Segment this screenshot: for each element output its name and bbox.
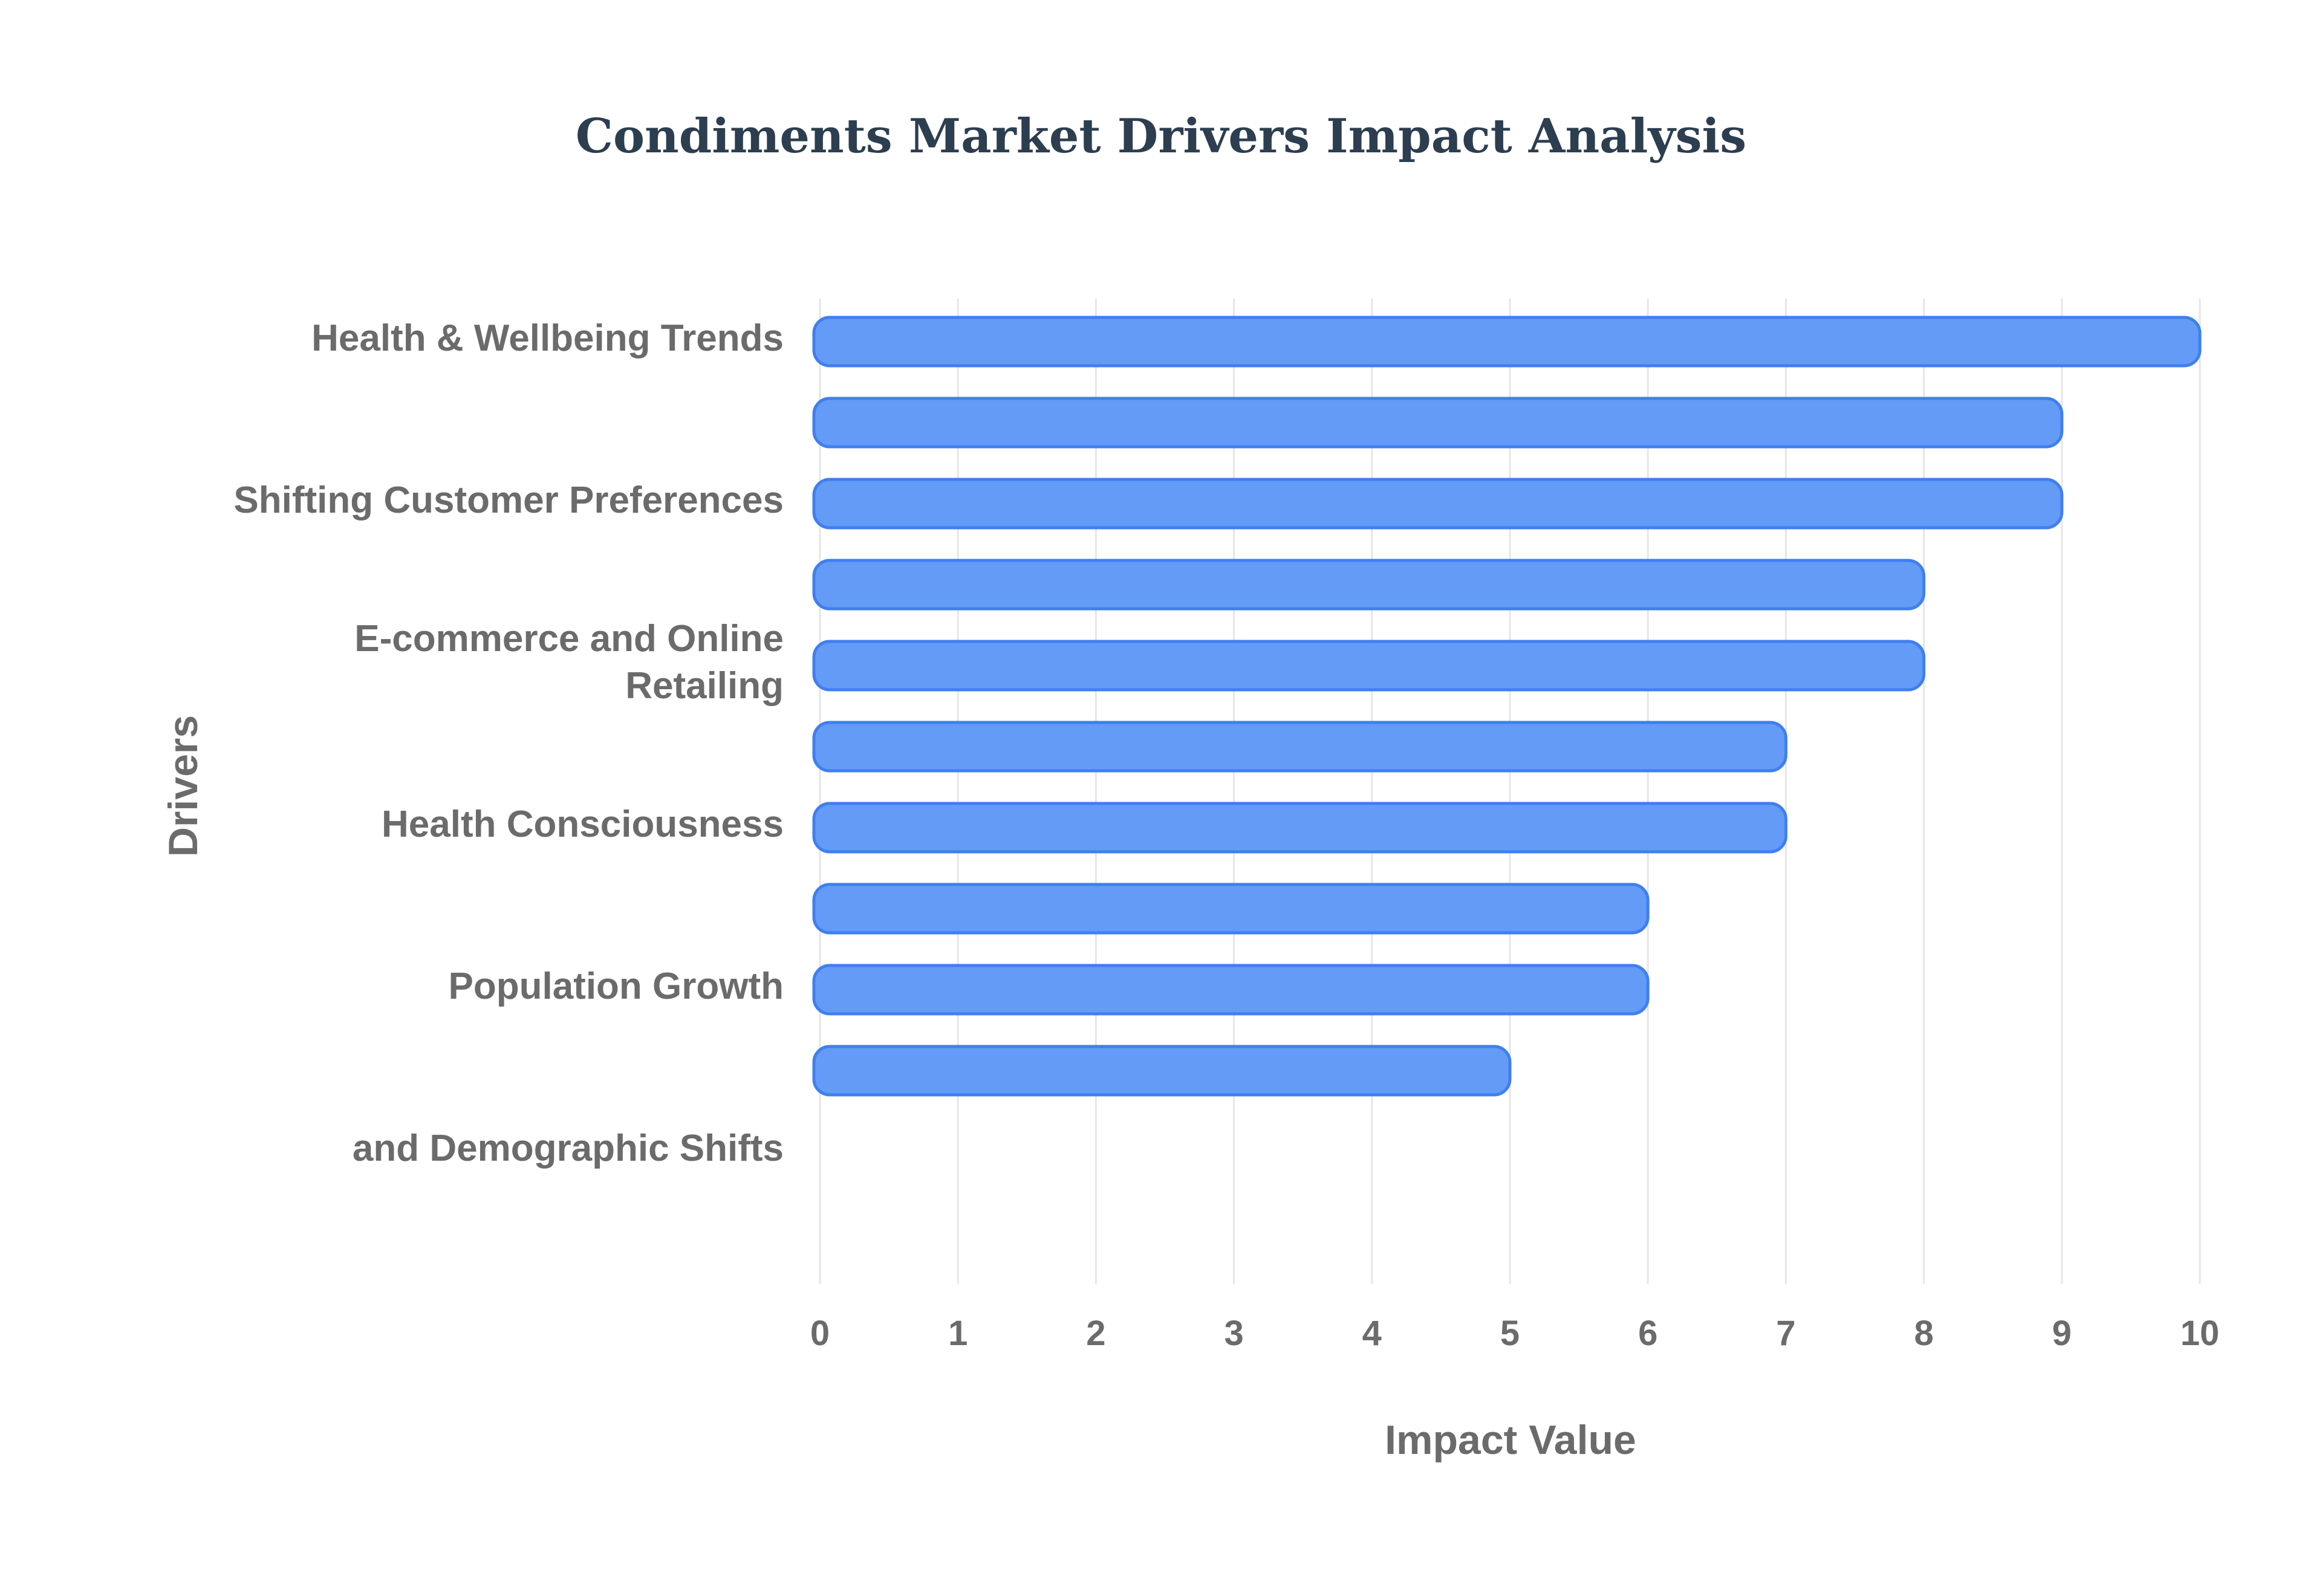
x-tick-label: 1 (948, 1314, 968, 1353)
x-tick-label: 4 (1362, 1314, 1382, 1353)
category-labels: Health & Wellbeing Trends Shifting Custom… (233, 317, 784, 1169)
category-label: and Demographic Shifts (353, 1127, 784, 1169)
x-tick-label: 8 (1914, 1314, 1933, 1353)
x-tick-label: 3 (1224, 1314, 1243, 1353)
x-tick-labels: 0 1 2 3 4 5 6 7 8 9 10 (810, 1314, 2219, 1353)
category-label: Shifting Customer Preferences (233, 479, 784, 521)
bar (812, 721, 1787, 773)
bar (812, 1045, 1512, 1097)
bar (812, 640, 1926, 692)
category-label: E-commerce and Online Retailing (354, 618, 784, 707)
x-tick-label: 5 (1500, 1314, 1520, 1353)
category-label: Population Growth (449, 965, 784, 1007)
category-label: Health & Wellbeing Trends (311, 317, 784, 359)
y-axis-title: Drivers (160, 715, 206, 857)
bars (812, 316, 2202, 1097)
bar (812, 802, 1787, 854)
x-tick-label: 0 (810, 1314, 830, 1353)
bar (812, 883, 1650, 935)
bar (812, 559, 1926, 611)
bar (812, 478, 2064, 530)
bar (812, 397, 2064, 449)
chart-title: Condiments Market Drivers Impact Analysi… (576, 109, 1746, 164)
bar (812, 316, 2202, 368)
x-tick-label: 2 (1086, 1314, 1105, 1353)
x-tick-label: 7 (1776, 1314, 1795, 1353)
category-label: Health Consciousness (382, 803, 784, 845)
x-tick-label: 10 (2181, 1314, 2220, 1353)
grid-lines (819, 299, 2201, 1284)
x-tick-label: 6 (1638, 1314, 1657, 1353)
x-axis-title: Impact Value (1385, 1417, 1636, 1463)
bar (812, 964, 1650, 1016)
x-tick-label: 9 (2052, 1314, 2072, 1353)
